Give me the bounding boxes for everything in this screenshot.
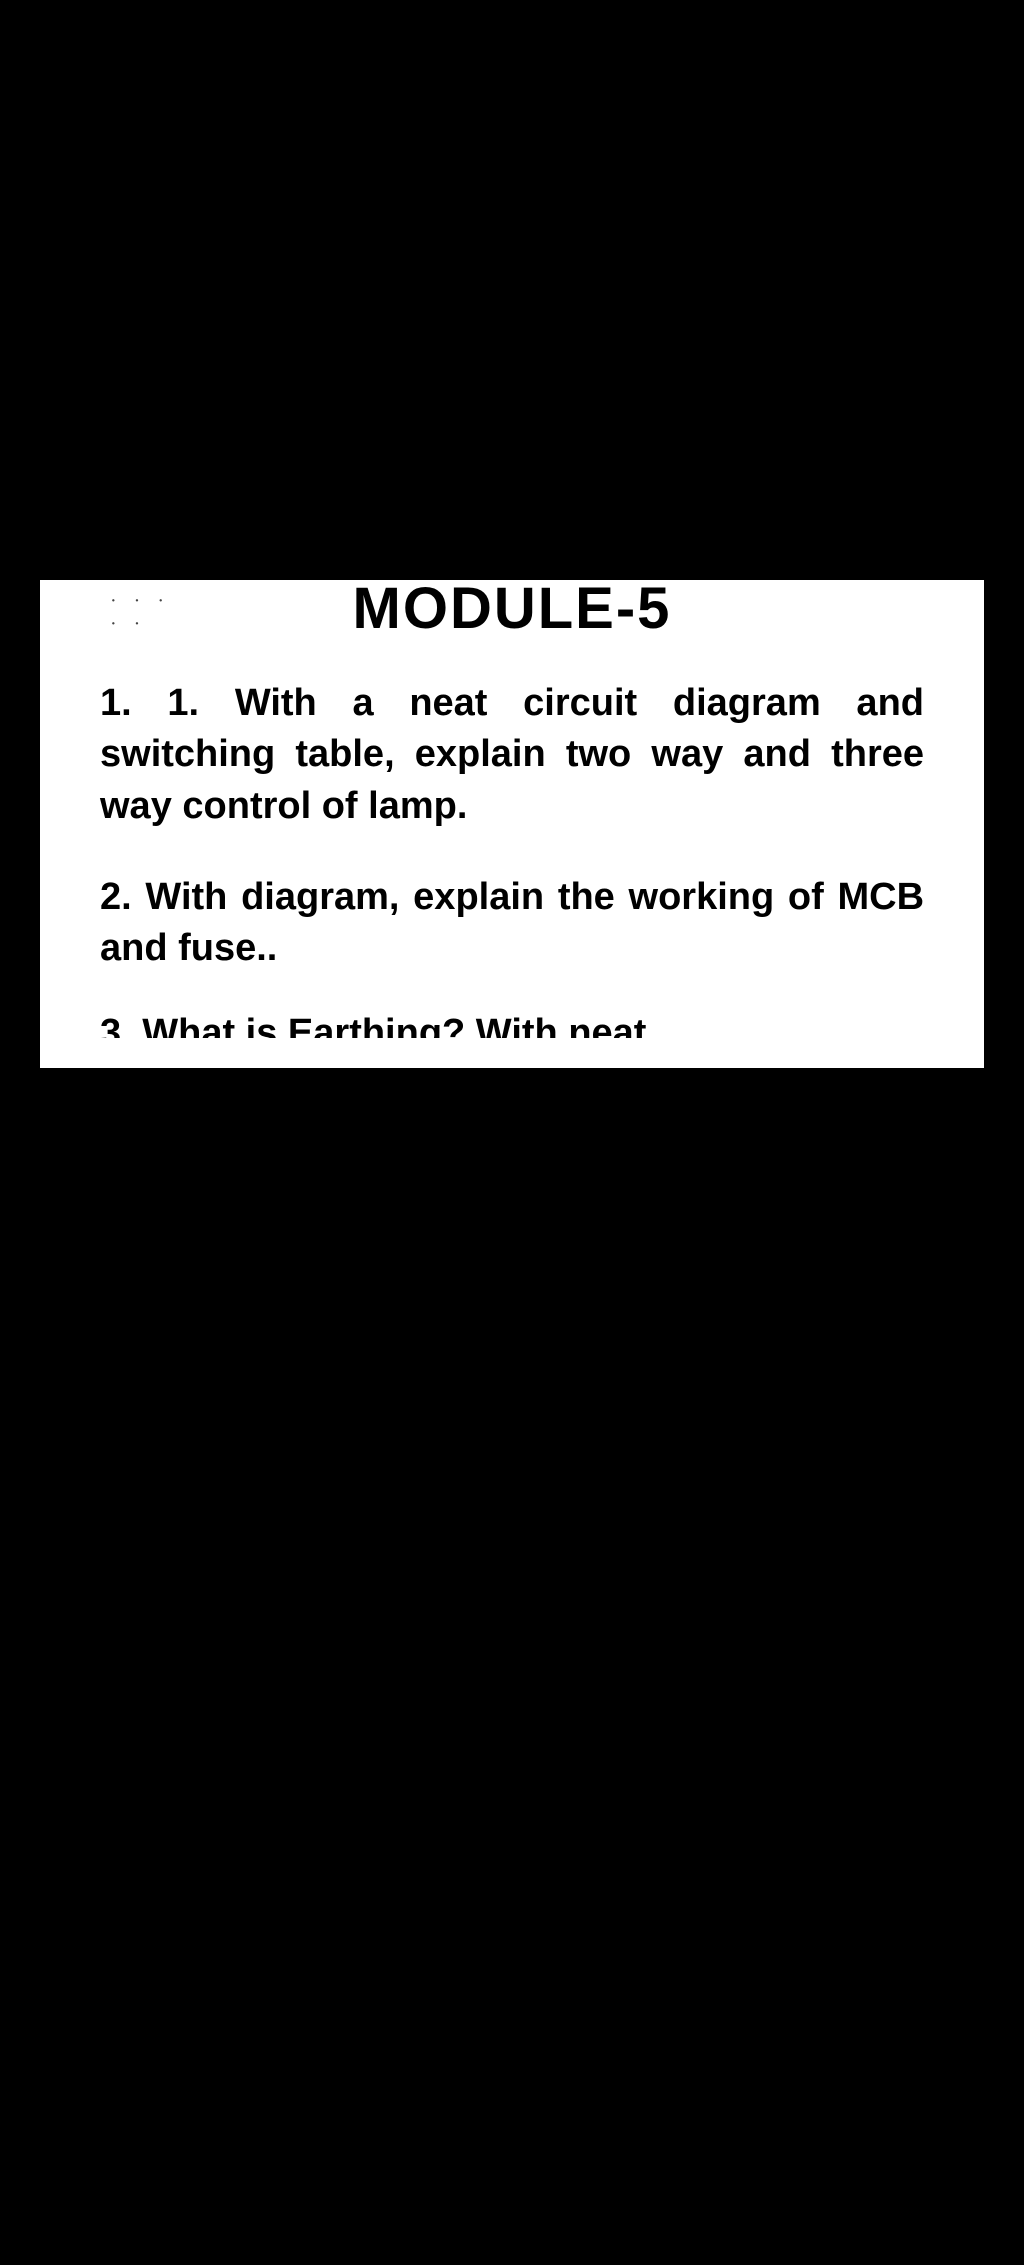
cutoff-line: 3. What is Earthing? With neat <box>100 1014 924 1038</box>
module-title: MODULE-5 <box>100 580 924 638</box>
document-card: · · ·· · MODULE-5 1. 1. With a neat circ… <box>40 580 984 1068</box>
question-2: 2. With diagram, explain the working of … <box>100 872 924 975</box>
decorative-dots: · · ·· · <box>110 590 170 636</box>
question-2-text: With diagram, explain the working of MCB… <box>100 876 924 969</box>
question-2-number: 2. <box>100 876 132 918</box>
question-1-text: With a neat circuit diagram and switchin… <box>100 682 924 827</box>
question-1: 1. 1. With a neat circuit diagram and sw… <box>100 678 924 832</box>
question-1-number: 1. 1. <box>100 682 199 724</box>
